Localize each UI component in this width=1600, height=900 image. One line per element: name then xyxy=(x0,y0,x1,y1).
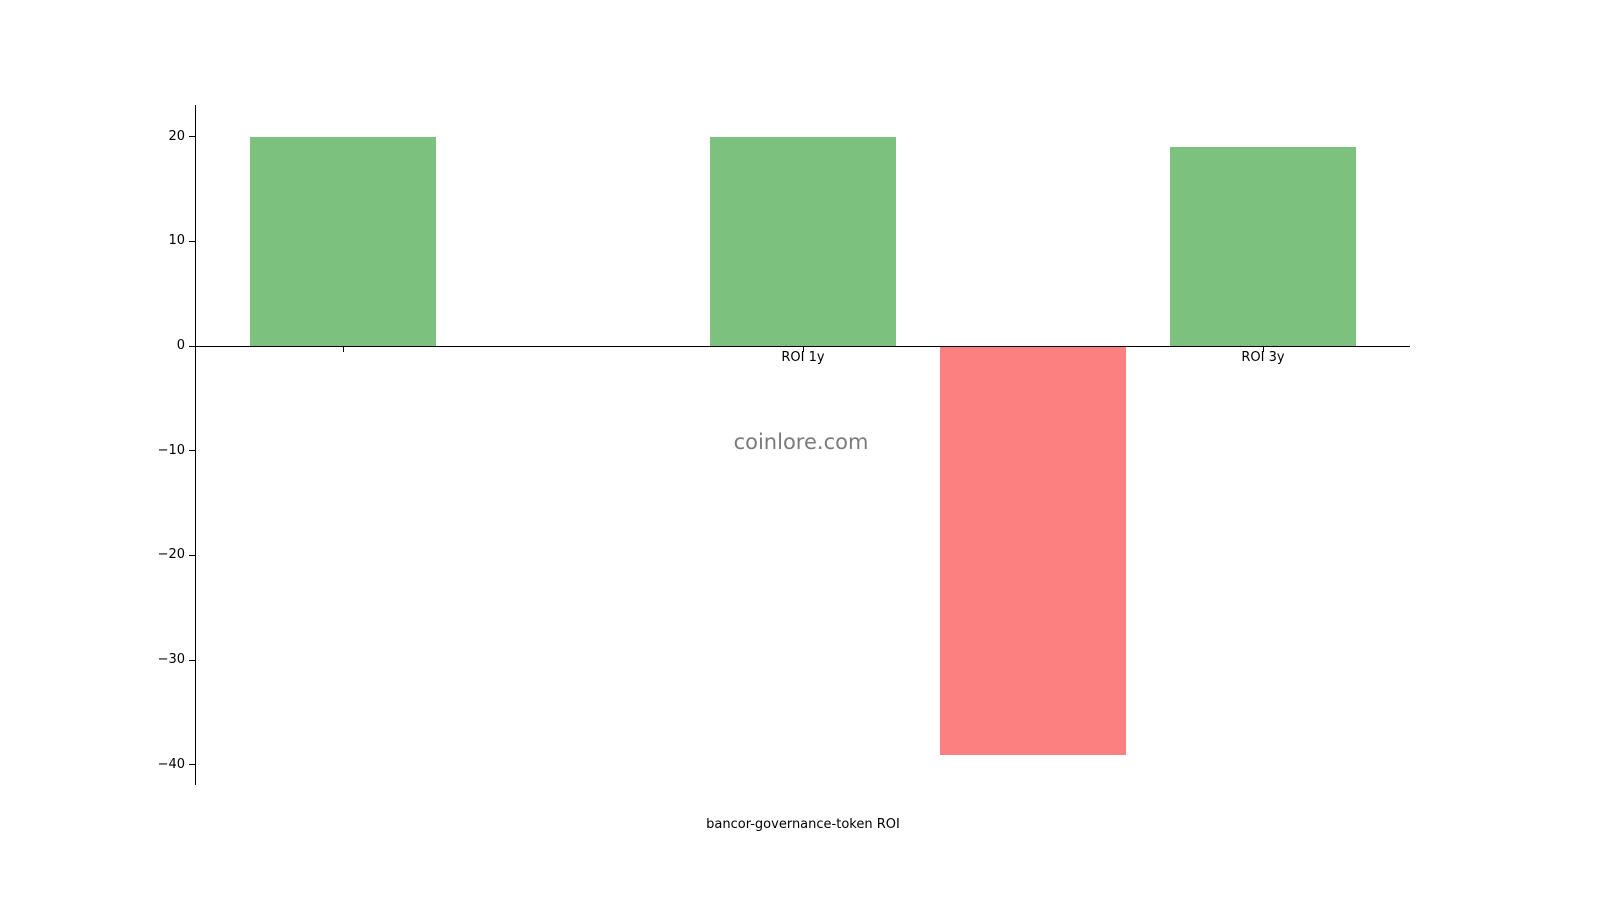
y-tick-mark xyxy=(189,136,196,138)
y-tick-mark xyxy=(189,450,196,452)
x-tick-mark xyxy=(1262,346,1264,352)
watermark-text: coinlore.com xyxy=(733,430,869,454)
x-axis-line xyxy=(195,345,1410,347)
bar-negative xyxy=(940,347,1126,756)
x-tick-mark xyxy=(802,346,804,352)
bar-positive xyxy=(1170,147,1356,346)
y-tick-mark xyxy=(189,764,196,766)
y-tick-label: −10 xyxy=(157,442,185,458)
y-tick-label: 20 xyxy=(168,128,185,144)
y-tick-mark xyxy=(189,345,196,347)
y-tick-label: 10 xyxy=(168,233,185,249)
x-tick-label: ROI 1y xyxy=(781,350,825,365)
bar-positive xyxy=(250,136,436,346)
y-axis-spine xyxy=(195,105,196,785)
y-tick-label: −40 xyxy=(157,756,185,772)
x-tick-label: ROI 3y xyxy=(1241,350,1285,365)
y-tick-label: 0 xyxy=(176,338,185,353)
chart-title: bancor-governance-token ROI xyxy=(706,817,900,832)
x-tick-mark xyxy=(342,346,344,352)
y-tick-mark xyxy=(189,554,196,556)
y-tick-mark xyxy=(189,240,196,242)
y-tick-label: −20 xyxy=(157,547,185,563)
bar-positive xyxy=(710,136,896,346)
y-tick-label: −30 xyxy=(157,652,185,668)
y-tick-mark xyxy=(189,659,196,661)
